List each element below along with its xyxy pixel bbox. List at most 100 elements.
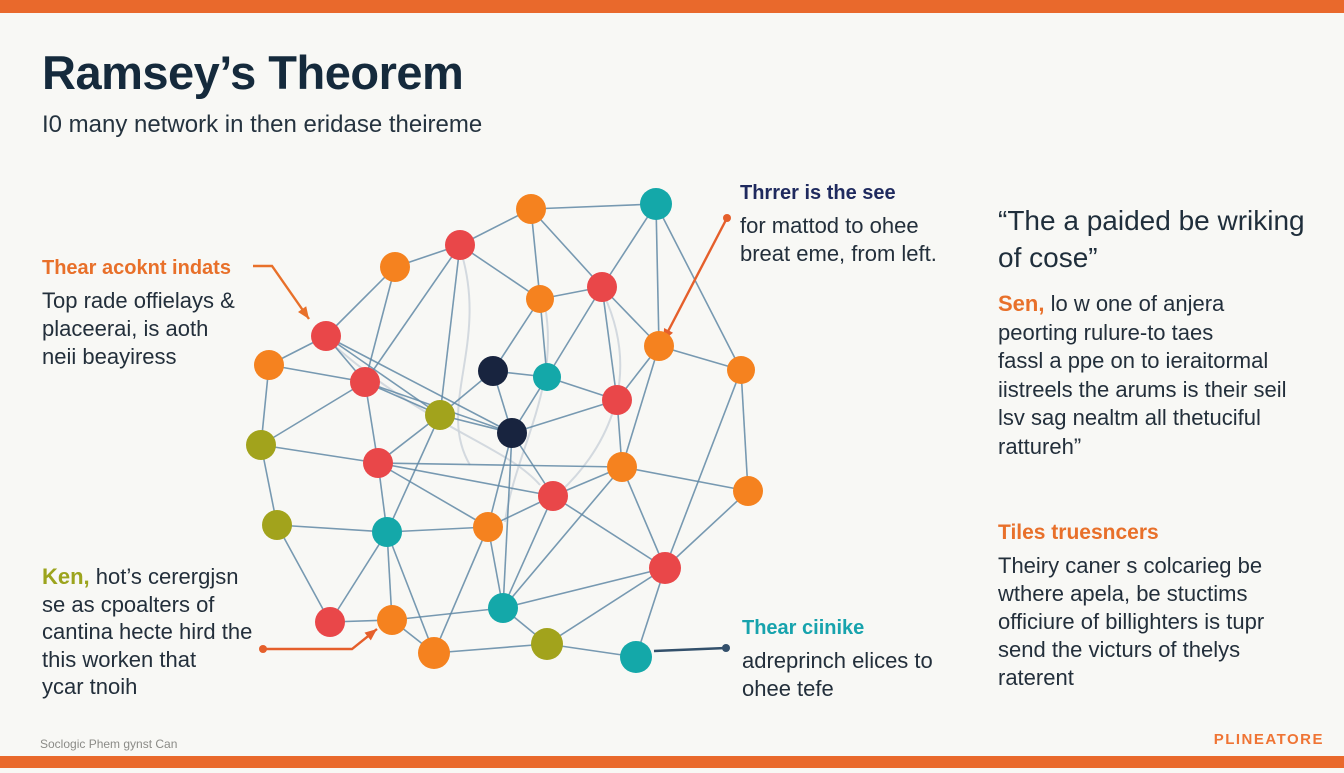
annotation-line: send the victurs of thelys — [998, 637, 1241, 662]
graph-edge — [439, 244, 461, 416]
top-accent-bar — [0, 0, 1344, 13]
annotation-heading: Tiles truesncers — [998, 521, 1159, 544]
annotation-connector-line — [253, 264, 310, 320]
graph-curve-edge — [504, 305, 549, 523]
graph-node-red — [315, 607, 345, 637]
annotation-connector-line — [653, 646, 727, 653]
quote-line: of cose” — [998, 242, 1098, 273]
graph-curve-edge — [457, 254, 471, 466]
graph-edge — [502, 495, 554, 609]
connector-dot — [722, 644, 730, 652]
connector-dot — [723, 214, 731, 222]
graph-edge — [664, 369, 742, 569]
graph-node-teal — [488, 593, 518, 623]
graph-node-red — [538, 481, 568, 511]
graph-node-orange — [526, 285, 554, 313]
annotation-left-bottom: Ken, hot’s cerergjsn se as cpoalters of … — [42, 563, 302, 701]
footer-note: Soclogic Phem gynst Can — [40, 737, 178, 751]
graph-edge — [601, 286, 618, 401]
graph-node-red — [649, 552, 681, 584]
graph-edge — [433, 526, 489, 654]
graph-edge — [325, 335, 441, 416]
annotation-bottom-middle: Thear ciinike adreprinch elices to ohee … — [742, 616, 982, 703]
annotation-line: adreprinch elices to — [742, 648, 933, 673]
graph-edge — [530, 203, 657, 210]
graph-edge — [552, 495, 666, 569]
annotation-line: lsv sag nealtm all thetuciful — [998, 405, 1261, 430]
annotation-line: neii beayiress — [42, 344, 177, 369]
graph-node-orange — [380, 252, 410, 282]
graph-node-navy — [478, 356, 508, 386]
graph-edge — [386, 414, 441, 533]
brand-logo: PLINEATORE — [1213, 731, 1324, 748]
graph-node-olive — [262, 510, 292, 540]
graph-edge — [276, 524, 331, 623]
graph-edge — [502, 432, 513, 609]
bottom-accent-bar — [0, 756, 1344, 768]
quote-line: “The a paided be wriking — [998, 205, 1305, 236]
annotation-heading: Thear ciinike — [742, 617, 865, 639]
annotation-line: breat eme, from left. — [740, 241, 937, 266]
annotation-text: lo w one of anjera — [1044, 291, 1225, 316]
annotation-line: se as cpoalters of — [42, 591, 215, 617]
graph-edge — [530, 208, 541, 300]
annotation-text: hot’s cerergjsn — [89, 564, 239, 589]
graph-node-orange — [254, 350, 284, 380]
graph-node-teal — [372, 517, 402, 547]
graph-edge — [546, 286, 603, 378]
graph-node-red — [587, 272, 617, 302]
graph-edge — [386, 531, 435, 654]
graph-edge — [364, 266, 396, 383]
annotation-line: Ken, hot’s cerergjsn — [42, 563, 302, 591]
graph-node-orange — [473, 512, 503, 542]
graph-edge — [276, 524, 388, 533]
graph-edge — [740, 369, 749, 492]
annotation-line: cantina hecte hird the — [42, 619, 253, 644]
annotation-line: placeerai, is aoth — [42, 316, 209, 341]
graph-edge — [511, 399, 618, 434]
graph-edge — [364, 244, 461, 383]
graph-node-teal — [640, 188, 672, 220]
annotation-line: raterent — [998, 665, 1074, 690]
graph-node-olive — [246, 430, 276, 460]
annotation-line: fassl a ppe on to ieraitormal — [998, 348, 1269, 373]
graph-edge — [459, 244, 541, 300]
graph-node-orange — [644, 331, 674, 361]
graph-edge — [391, 607, 504, 621]
annotation-line: rattureh” — [998, 433, 1082, 459]
graph-edge — [664, 490, 749, 569]
annotation-line: ohee tefe — [742, 676, 834, 701]
graph-node-orange — [727, 356, 755, 384]
graph-node-orange — [607, 452, 637, 482]
annotation-line: for mattod to ohee — [740, 213, 919, 238]
graph-edge — [260, 444, 379, 464]
annotation-left-top: Thear acoknt indats Top rade offielays &… — [42, 256, 292, 371]
graph-edge — [530, 208, 603, 288]
graph-node-teal — [533, 363, 561, 391]
graph-node-red — [602, 385, 632, 415]
annotation-line: iistreels the arums is their seil — [998, 376, 1287, 402]
graph-edge — [260, 381, 366, 446]
graph-node-navy — [497, 418, 527, 448]
graph-edge — [377, 462, 623, 468]
graph-node-teal — [620, 641, 652, 673]
graph-node-orange — [418, 637, 450, 669]
graph-edge — [433, 643, 548, 654]
annotation-line: this worken that — [42, 646, 197, 672]
annotation-top-middle: Thrrer is the see for mattod to ohee bre… — [740, 181, 980, 268]
graph-edge — [621, 345, 660, 468]
graph-edge — [377, 462, 489, 528]
graph-edge — [655, 203, 742, 371]
lead-word: Ken, — [42, 564, 90, 589]
graph-node-orange — [733, 476, 763, 506]
annotation-line: ycar tnoih — [42, 674, 138, 699]
annotation-line: wthere apela, be stuctims — [998, 581, 1248, 606]
graph-node-orange — [516, 194, 546, 224]
graph-edge — [546, 567, 666, 645]
graph-edge — [502, 466, 623, 609]
annotation-connector-line — [661, 217, 729, 342]
graph-edge — [377, 462, 554, 497]
graph-edge — [621, 466, 749, 492]
